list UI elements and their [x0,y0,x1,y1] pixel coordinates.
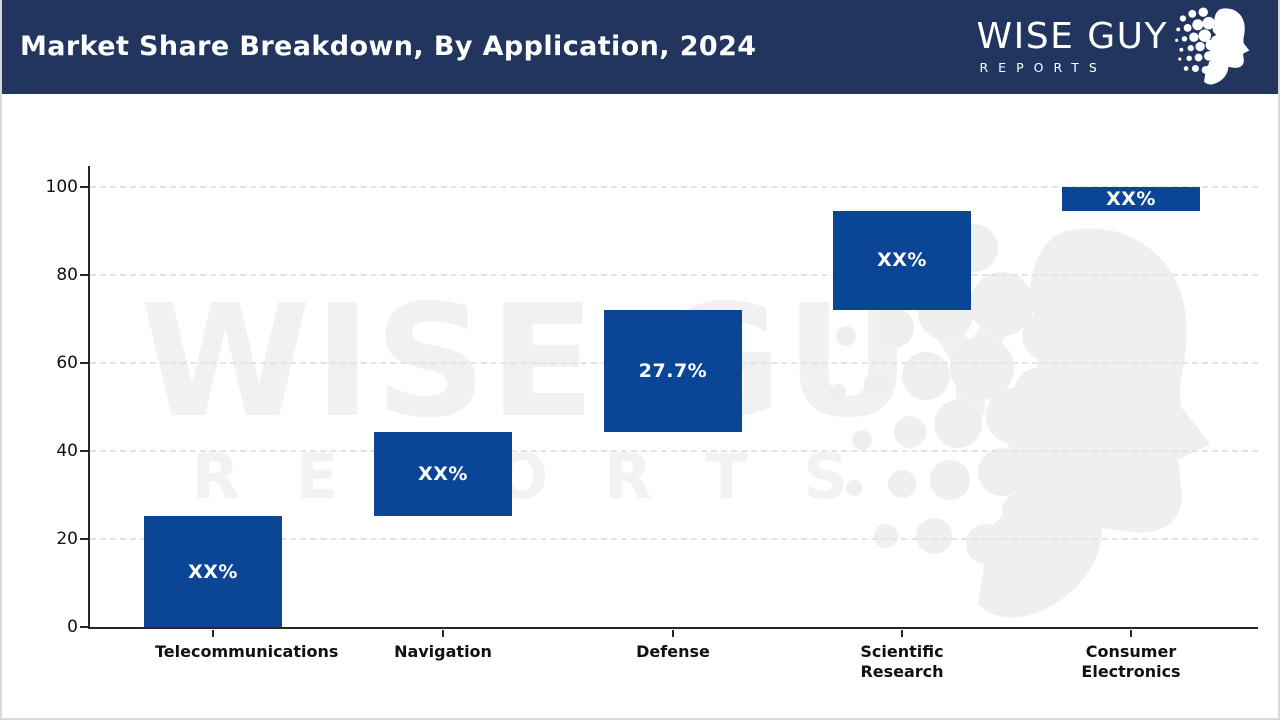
y-tick-mark-40 [80,450,88,452]
logo-wordmark-line2: REPORTS [979,60,1107,75]
category-label-defense: Defense [636,642,710,661]
y-tick-mark-100 [80,186,88,188]
brand-logo: WISE GUY REPORTS [977,5,1255,89]
bar-label-navigation: XX% [418,462,468,485]
y-axis [88,166,90,629]
y-tick-mark-20 [80,538,88,540]
watermark-reports: REPORTS [192,440,905,513]
gridline-80 [90,274,1258,276]
y-tick-mark-60 [80,362,88,364]
logo-face-icon [1172,5,1254,89]
bar-label-defense: 27.7% [638,359,708,382]
bar-label-consumer-electronics: XX% [1106,187,1156,210]
logo-wordmark-line1: WISE GUY [976,16,1168,57]
gridline-20 [90,538,1258,540]
page-title: Market Share Breakdown, By Application, … [20,31,757,63]
bar-telecommunications: XX% [144,516,282,627]
bar-scientific-research: XX% [833,210,971,310]
y-tick-label-40: 40 [56,441,78,461]
watermark-face-svg [830,224,1210,618]
watermark-wordmark: WISE GUY [140,271,1030,452]
gridline-40 [90,450,1258,452]
category-label-navigation: Navigation [394,642,492,661]
y-tick-label-100: 100 [45,177,78,197]
y-tick-label-20: 20 [56,529,78,549]
logo-face-svg [1175,7,1250,85]
y-tick-label-0: 0 [67,617,78,637]
watermark-face-graphic [814,206,1234,650]
logo-wordmark: WISE GUY REPORTS [976,16,1169,76]
x-tick-mark-defense [672,630,674,637]
x-axis [88,627,1258,629]
chart-area: WISE GUY REPORTS 0 20 40 60 80 100 XX% Telecomm… [2,94,1278,718]
y-tick-label-60: 60 [56,353,78,373]
y-tick-mark-0 [80,626,88,628]
header: Market Share Breakdown, By Application, … [2,0,1278,94]
bar-consumer-electronics: XX% [1062,186,1200,211]
category-label-scientific-research: Scientific Research [860,642,944,681]
y-tick-mark-80 [80,274,88,276]
category-label-telecommunications: Telecommunications [155,642,339,661]
bar-label-telecommunications: XX% [188,560,238,583]
bar-label-scientific-research: XX% [877,249,927,272]
bar-navigation: XX% [374,431,512,517]
gridline-100 [90,186,1258,188]
x-tick-mark-navigation [442,630,444,637]
x-tick-mark-telecommunications [212,630,214,637]
x-tick-mark-consumer-electronics [1130,630,1132,637]
bar-defense: 27.7% [604,309,742,432]
category-label-consumer-electronics: Consumer Electronics [1081,642,1181,681]
x-tick-mark-scientific-research [901,630,903,637]
y-tick-label-80: 80 [56,265,78,285]
